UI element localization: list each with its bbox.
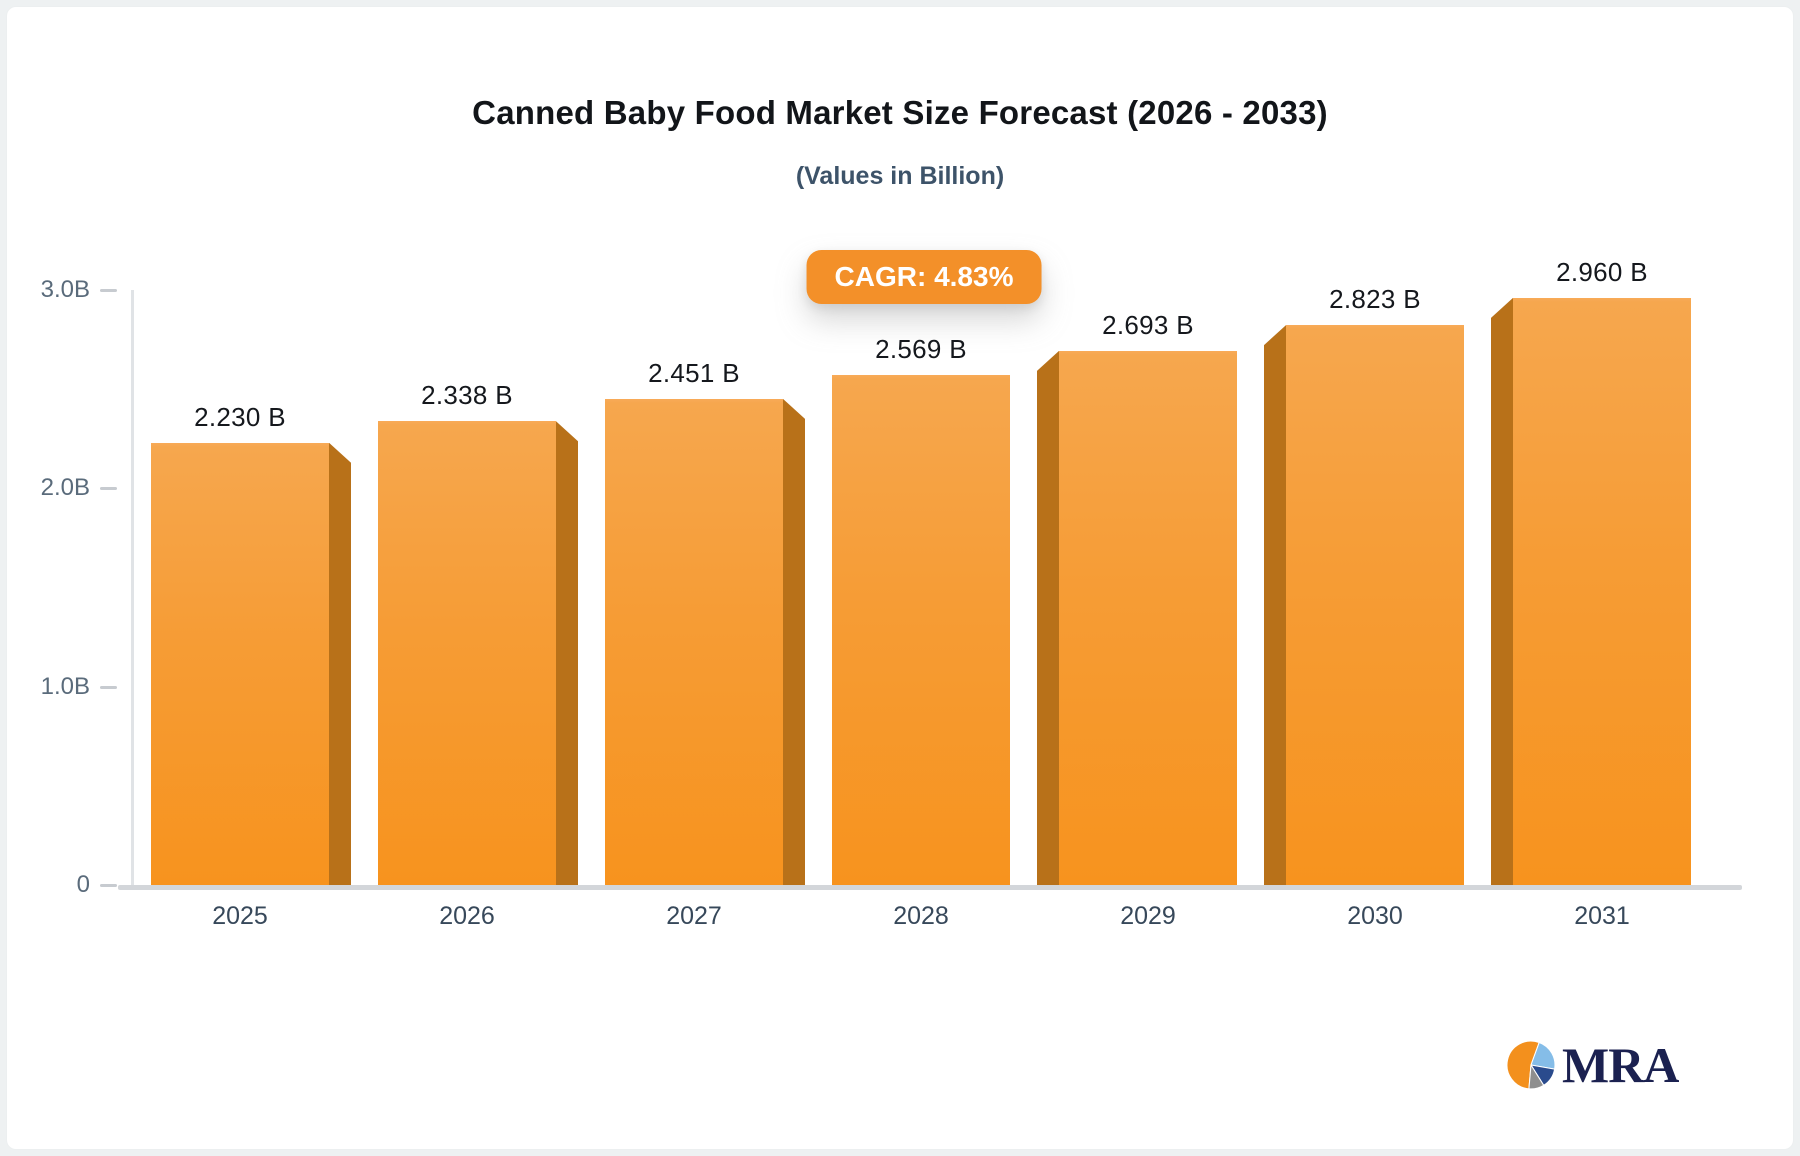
- bar-3d-side: [1264, 325, 1286, 885]
- bar: [832, 375, 1010, 885]
- bar: [605, 398, 783, 885]
- y-axis-tick-label: 1.0B: [40, 672, 90, 700]
- bar-value-label: 2.823 B: [1329, 284, 1421, 315]
- bar: [1059, 350, 1237, 885]
- brand-logo: MRA: [1506, 1037, 1679, 1093]
- y-axis-tick-mark: [100, 289, 117, 292]
- chart-subtitle: (Values in Billion): [795, 162, 1005, 190]
- bar: [1286, 325, 1464, 885]
- bar: [378, 421, 556, 885]
- y-axis-tick-label: 3.0B: [40, 276, 90, 303]
- bar-3d-side: [556, 421, 578, 885]
- pie-chart-logo-icon: [1506, 1040, 1556, 1090]
- x-axis-category-label: 2030: [1347, 902, 1403, 930]
- bar-value-label: 2.451 B: [648, 357, 740, 388]
- bar: [151, 442, 329, 885]
- y-axis-tick-label: 2.0B: [40, 474, 90, 502]
- bar-3d-side: [783, 398, 805, 885]
- x-axis-category-label: 2031: [1574, 902, 1630, 930]
- x-axis-baseline: [118, 885, 1742, 890]
- bar: [1513, 297, 1691, 885]
- x-axis-category-label: 2026: [439, 902, 495, 930]
- y-axis-line: [131, 290, 134, 885]
- bar-3d-side: [1037, 350, 1059, 885]
- x-axis-category-label: 2025: [212, 902, 268, 930]
- y-axis-tick-mark: [100, 487, 117, 491]
- brand-logo-text: MRA: [1562, 1037, 1679, 1093]
- x-axis-category-label: 2027: [666, 902, 722, 930]
- y-axis-tick-mark: [100, 685, 117, 689]
- cagr-badge: CAGR: 4.83%: [806, 250, 1042, 304]
- chart-title: Canned Baby Food Market Size Forecast (2…: [472, 94, 1328, 131]
- bar-3d-side: [1491, 297, 1513, 885]
- bar-value-label: 2.338 B: [421, 380, 513, 411]
- y-axis-tick-mark: [100, 884, 117, 887]
- x-axis-category-label: 2029: [1120, 902, 1176, 930]
- y-axis-tick-label: 0: [76, 871, 90, 898]
- bar-value-label: 2.569 B: [875, 334, 967, 365]
- bar-value-label: 2.230 B: [194, 401, 286, 432]
- bar-value-label: 2.960 B: [1556, 256, 1648, 287]
- bar-value-label: 2.693 B: [1102, 309, 1194, 340]
- x-axis-category-label: 2028: [893, 902, 949, 930]
- bar-3d-side: [329, 442, 351, 885]
